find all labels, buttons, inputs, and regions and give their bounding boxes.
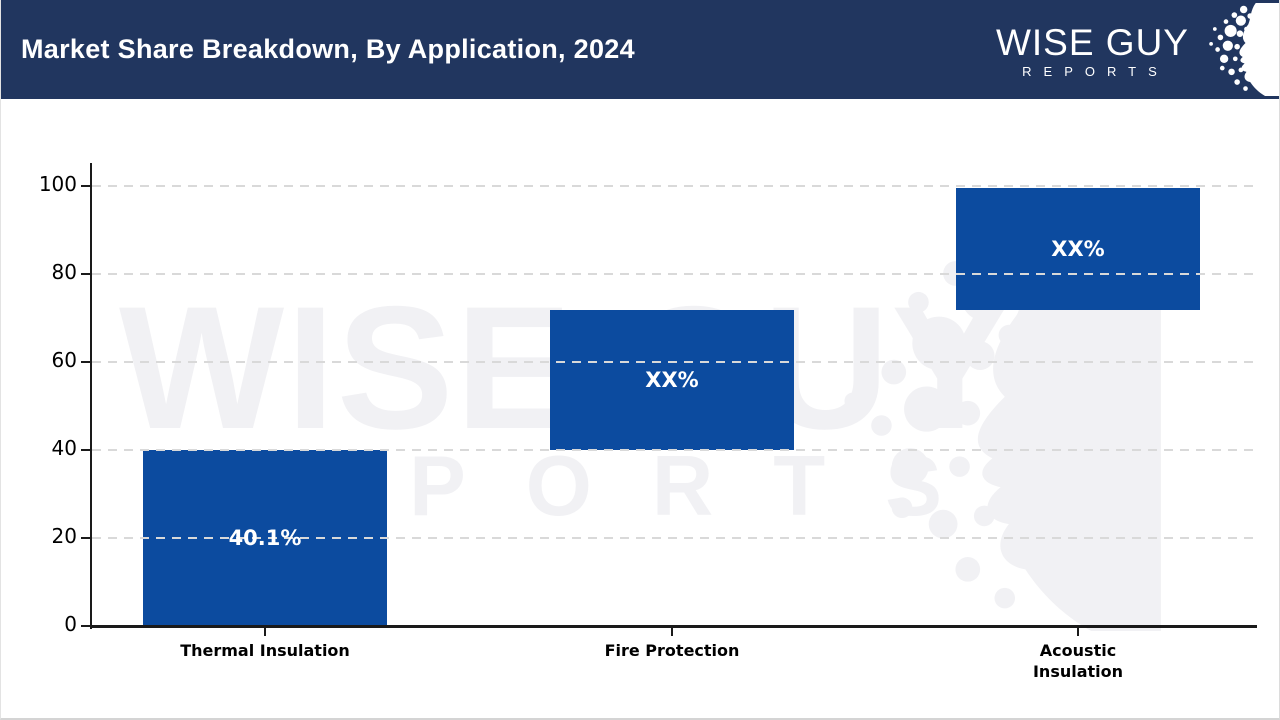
x-tick-label: Acoustic Insulation [1032, 641, 1124, 681]
y-tick-label: 100 [38, 172, 77, 196]
x-tick [671, 628, 673, 636]
y-gridline [92, 449, 1254, 451]
logo-wordmark: WISE GUY [995, 22, 1189, 63]
y-tick [81, 361, 90, 363]
y-gridline [92, 185, 1254, 187]
y-tick [81, 449, 90, 451]
header-banner: Market Share Breakdown, By Application, … [1, 0, 1279, 99]
y-tick-label: 0 [64, 612, 77, 636]
x-tick-label: Fire Protection [604, 641, 740, 660]
y-axis-line [90, 163, 92, 629]
logo-text: WISE GUY REPORTS [996, 24, 1189, 79]
x-tick [264, 628, 266, 636]
chart-title: Market Share Breakdown, By Application, … [21, 34, 635, 64]
y-gridline [92, 273, 1254, 275]
y-gridline [92, 537, 1254, 539]
y-tick-label: 20 [51, 524, 77, 548]
bar-fire-protection [550, 310, 794, 450]
y-tick [81, 185, 90, 187]
y-tick-label: 40 [51, 436, 77, 460]
bar-acoustic-insulation [956, 188, 1200, 311]
logo-subtext: REPORTS [1022, 64, 1169, 79]
logo-face-profile-dots-icon [1209, 3, 1279, 96]
y-tick [81, 273, 90, 275]
x-tick [1077, 628, 1079, 636]
y-tick [81, 537, 90, 539]
y-tick-label: 60 [51, 348, 77, 372]
y-tick-label: 80 [51, 260, 77, 284]
x-tick-label: Thermal Insulation [180, 641, 350, 660]
wise-guy-logo: WISE GUY REPORTS [996, 0, 1279, 99]
x-axis-line [90, 625, 1257, 628]
y-tick [81, 625, 90, 627]
y-gridline [92, 361, 1254, 363]
